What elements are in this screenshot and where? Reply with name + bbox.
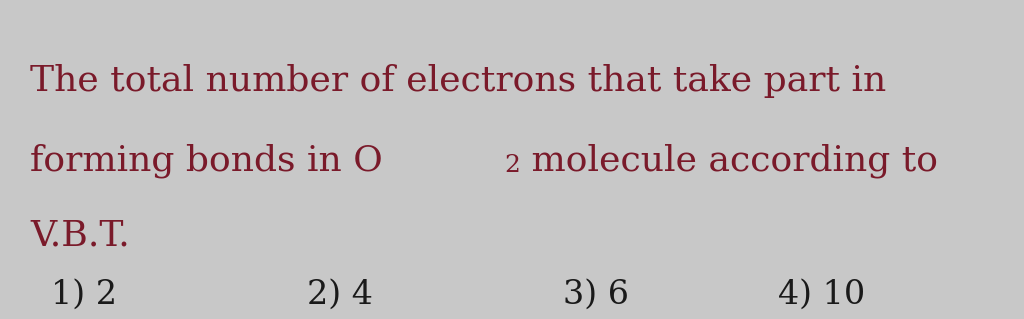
Text: The total number of electrons that take part in: The total number of electrons that take …	[30, 64, 886, 98]
Text: 4) 10: 4) 10	[778, 279, 865, 311]
Text: V.B.T.: V.B.T.	[30, 219, 130, 253]
Text: 2: 2	[504, 154, 520, 177]
Text: forming bonds in O: forming bonds in O	[30, 144, 383, 179]
Text: 2) 4: 2) 4	[307, 279, 373, 311]
Text: 1) 2: 1) 2	[51, 279, 117, 311]
Text: 3) 6: 3) 6	[563, 279, 629, 311]
Text: molecule according to: molecule according to	[520, 144, 938, 179]
